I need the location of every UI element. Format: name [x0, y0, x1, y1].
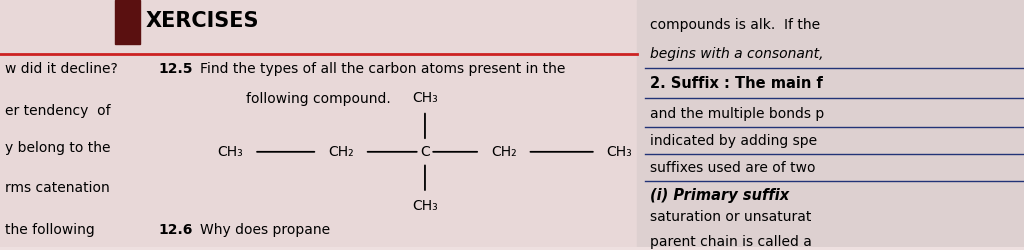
Text: (i) Primary suffix: (i) Primary suffix — [650, 188, 790, 202]
Text: 12.6: 12.6 — [159, 222, 194, 236]
Text: Why does propane: Why does propane — [200, 222, 330, 236]
Text: C: C — [420, 145, 430, 159]
Bar — [637, 0, 1024, 247]
Text: CH₂: CH₂ — [490, 145, 517, 159]
Text: suffixes used are of two: suffixes used are of two — [650, 161, 816, 175]
Text: saturation or unsaturat: saturation or unsaturat — [650, 210, 812, 224]
Text: CH₂: CH₂ — [328, 145, 354, 159]
Text: begins with a consonant,: begins with a consonant, — [650, 47, 823, 61]
Text: rms catenation: rms catenation — [5, 180, 110, 194]
Bar — [0, 0, 637, 247]
Bar — [115, 0, 140, 44]
Text: CH₃: CH₃ — [217, 145, 244, 159]
Text: compounds is alk.  If the: compounds is alk. If the — [650, 18, 820, 32]
Text: parent chain is called a: parent chain is called a — [650, 235, 812, 249]
Text: following compound.: following compound. — [246, 92, 390, 106]
Text: and the multiple bonds p: and the multiple bonds p — [650, 106, 824, 120]
Text: er tendency  of: er tendency of — [5, 104, 111, 118]
Text: CH₃: CH₃ — [412, 90, 438, 104]
Text: w did it decline?: w did it decline? — [5, 62, 118, 76]
Text: the following: the following — [5, 222, 95, 236]
Text: XERCISES: XERCISES — [145, 11, 259, 31]
Text: y belong to the: y belong to the — [5, 141, 111, 155]
Text: Find the types of all the carbon atoms present in the: Find the types of all the carbon atoms p… — [200, 62, 565, 76]
Text: indicated by adding spe: indicated by adding spe — [650, 134, 817, 148]
Text: CH₃: CH₃ — [606, 145, 633, 159]
Text: 2. Suffix : The main f: 2. Suffix : The main f — [650, 76, 823, 92]
Text: CH₃: CH₃ — [412, 199, 438, 213]
Text: 12.5: 12.5 — [159, 62, 194, 76]
